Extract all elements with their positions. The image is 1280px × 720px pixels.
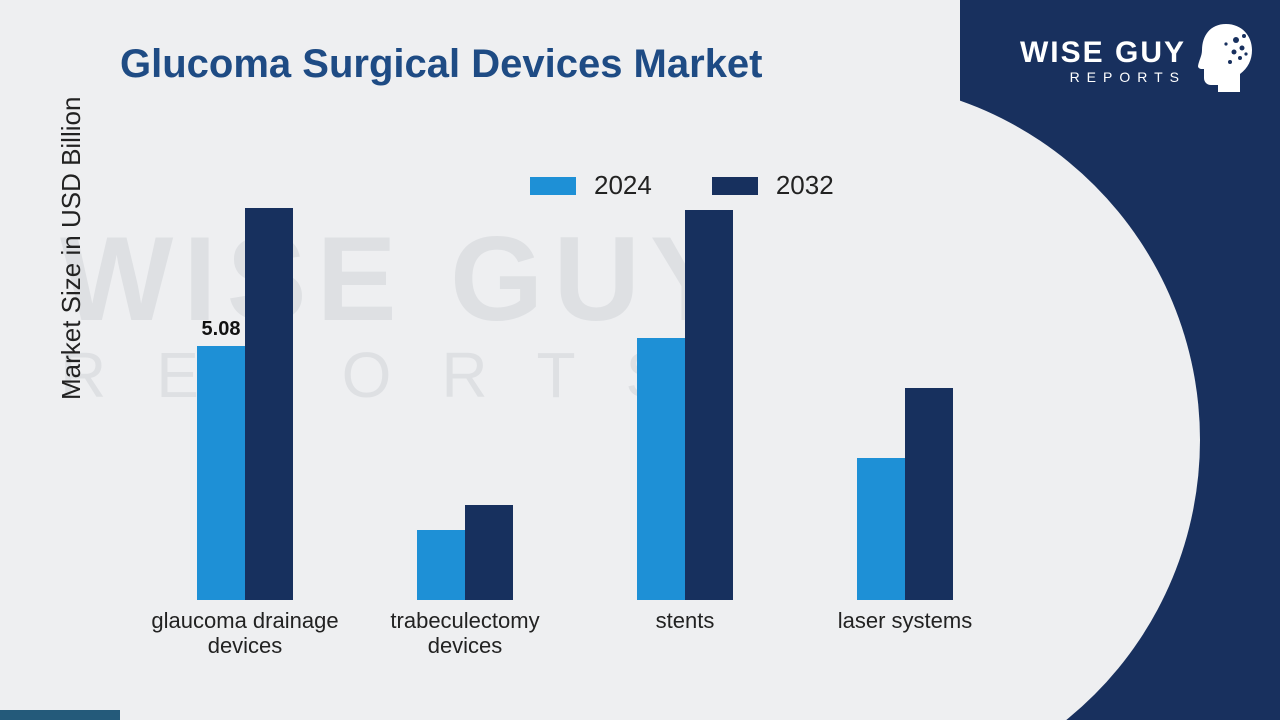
legend: 2024 2032	[530, 170, 834, 201]
bar-2024	[417, 530, 465, 600]
brand-logo-text: WISE GUY REPORTS	[1020, 38, 1186, 84]
legend-item-2032: 2032	[712, 170, 834, 201]
category-label: trabeculectomy devices	[365, 608, 565, 659]
bar-group: 5.08glaucoma drainage devices	[160, 208, 330, 601]
bar-2032	[685, 210, 733, 600]
legend-swatch-2024	[530, 177, 576, 195]
right-brand-panel	[960, 0, 1280, 720]
bar-2032	[465, 505, 513, 600]
chart-canvas: WISE GUY REPORTS WISE GUY REPORTS Glucom…	[0, 0, 1280, 720]
bar-group: laser systems	[820, 388, 990, 601]
category-label: glaucoma drainage devices	[145, 608, 345, 659]
bar-2024	[857, 458, 905, 601]
bar-group: trabeculectomy devices	[380, 505, 550, 600]
bar-value-label: 5.08	[202, 318, 241, 341]
brand-head-icon	[1196, 22, 1256, 99]
brand-logo: WISE GUY REPORTS	[1020, 22, 1256, 99]
bar-2024	[637, 338, 685, 601]
legend-swatch-2032	[712, 177, 758, 195]
bar-2032	[905, 388, 953, 601]
y-axis-label: Market Size in USD Billion	[56, 97, 87, 400]
bottom-left-accent	[0, 710, 120, 720]
plot-area: 5.08glaucoma drainage devices trabeculect…	[100, 200, 960, 600]
legend-label-2032: 2032	[776, 170, 834, 201]
legend-label-2024: 2024	[594, 170, 652, 201]
bar-group: stents	[600, 210, 770, 600]
brand-logo-line1: WISE GUY	[1020, 38, 1186, 68]
chart-title: Glucoma Surgical Devices Market	[120, 42, 763, 87]
bar-2032	[245, 208, 293, 601]
category-label: laser systems	[805, 608, 1005, 633]
brand-logo-line2: REPORTS	[1070, 70, 1186, 84]
legend-item-2024: 2024	[530, 170, 652, 201]
bar-2024: 5.08	[197, 346, 245, 600]
category-label: stents	[585, 608, 785, 633]
